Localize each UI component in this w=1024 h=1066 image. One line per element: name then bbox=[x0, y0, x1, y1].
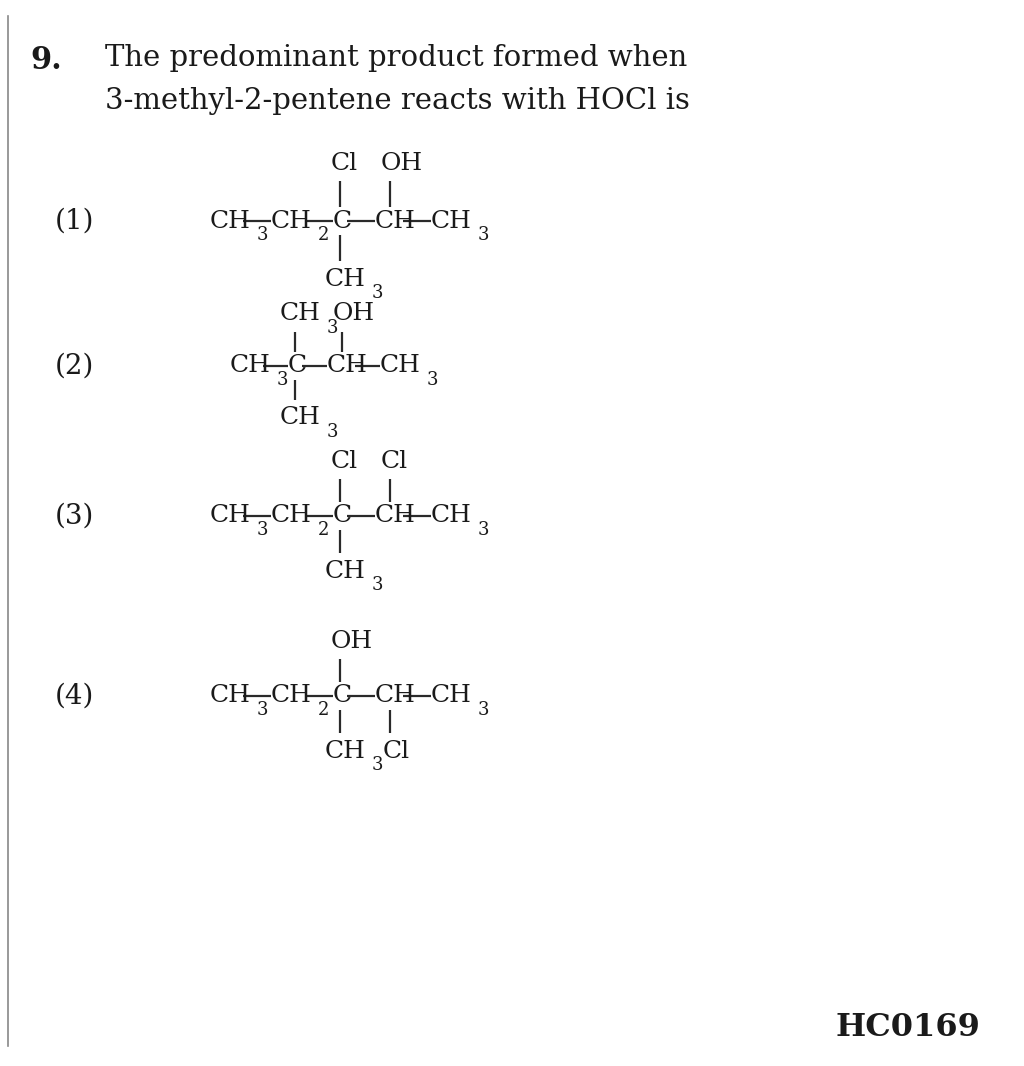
Text: CH: CH bbox=[327, 355, 368, 377]
Text: CH: CH bbox=[431, 684, 472, 708]
Text: C: C bbox=[333, 504, 352, 528]
Text: Cl: Cl bbox=[381, 450, 409, 472]
Text: HC0169: HC0169 bbox=[836, 1013, 980, 1044]
Text: OH: OH bbox=[333, 303, 375, 325]
Text: CH: CH bbox=[280, 303, 321, 325]
Text: CH: CH bbox=[325, 740, 366, 762]
Text: 3: 3 bbox=[257, 701, 268, 720]
Text: (4): (4) bbox=[55, 682, 94, 710]
Text: 3: 3 bbox=[257, 521, 268, 539]
Text: CH: CH bbox=[280, 406, 321, 430]
Text: Cl: Cl bbox=[331, 151, 358, 175]
Text: 3: 3 bbox=[327, 423, 338, 441]
Text: 2: 2 bbox=[317, 521, 329, 539]
Text: (3): (3) bbox=[55, 502, 94, 530]
Text: 2: 2 bbox=[317, 701, 329, 720]
Text: 3: 3 bbox=[257, 226, 268, 244]
Text: C: C bbox=[333, 210, 352, 232]
Text: Cl: Cl bbox=[383, 740, 411, 762]
Text: CH: CH bbox=[271, 210, 312, 232]
Text: CH: CH bbox=[271, 684, 312, 708]
Text: 3-methyl-2-pentene reacts with HOCl is: 3-methyl-2-pentene reacts with HOCl is bbox=[105, 87, 690, 115]
Text: 3: 3 bbox=[478, 521, 489, 539]
Text: 3: 3 bbox=[372, 757, 383, 774]
Text: CH: CH bbox=[230, 355, 271, 377]
Text: 2: 2 bbox=[317, 226, 329, 244]
Text: (1): (1) bbox=[55, 208, 94, 235]
Text: C: C bbox=[333, 684, 352, 708]
Text: CH: CH bbox=[375, 684, 416, 708]
Text: CH: CH bbox=[431, 210, 472, 232]
Text: OH: OH bbox=[331, 630, 373, 652]
Text: OH: OH bbox=[381, 151, 423, 175]
Text: The predominant product formed when: The predominant product formed when bbox=[105, 44, 687, 72]
Text: CH: CH bbox=[210, 504, 251, 528]
Text: CH: CH bbox=[375, 504, 416, 528]
Text: CH: CH bbox=[375, 210, 416, 232]
Text: C: C bbox=[288, 355, 307, 377]
Text: CH: CH bbox=[210, 210, 251, 232]
Text: 3: 3 bbox=[327, 320, 338, 338]
Text: 3: 3 bbox=[372, 285, 383, 303]
Text: CH: CH bbox=[210, 684, 251, 708]
Text: 3: 3 bbox=[478, 701, 489, 720]
Text: 3: 3 bbox=[372, 577, 383, 595]
Text: 3: 3 bbox=[478, 226, 489, 244]
Text: 9.: 9. bbox=[30, 46, 61, 77]
Text: 3: 3 bbox=[276, 371, 289, 389]
Text: CH: CH bbox=[431, 504, 472, 528]
Text: CH: CH bbox=[271, 504, 312, 528]
Text: Cl: Cl bbox=[331, 450, 358, 472]
Text: (2): (2) bbox=[55, 353, 94, 379]
Text: 3: 3 bbox=[427, 371, 438, 389]
Text: CH: CH bbox=[380, 355, 421, 377]
Text: CH: CH bbox=[325, 268, 366, 291]
Text: CH: CH bbox=[325, 560, 366, 582]
